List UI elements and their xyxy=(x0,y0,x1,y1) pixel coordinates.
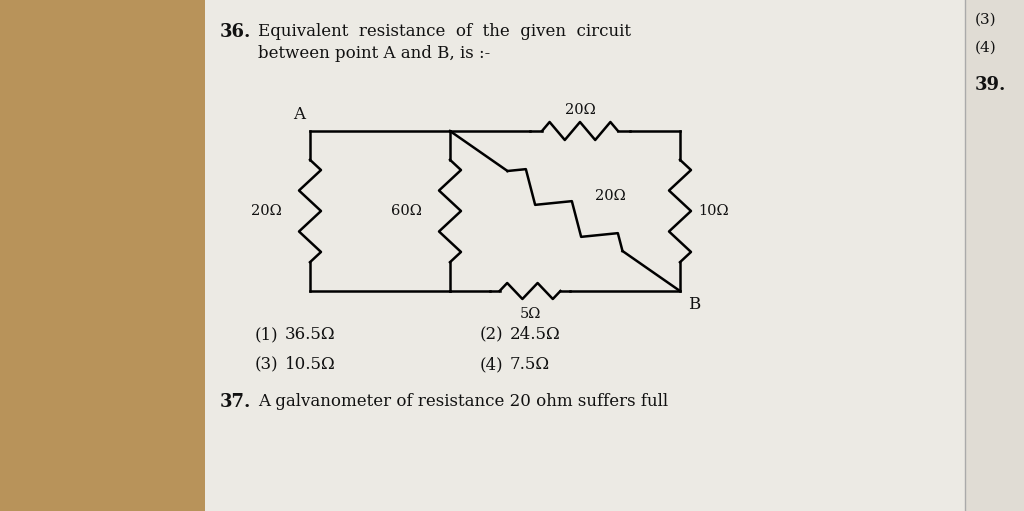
Text: 20Ω: 20Ω xyxy=(564,103,595,117)
Text: 36.: 36. xyxy=(220,23,251,41)
Text: 20Ω: 20Ω xyxy=(595,189,626,203)
FancyBboxPatch shape xyxy=(965,0,1024,511)
Text: A galvanometer of resistance 20 ohm suffers full: A galvanometer of resistance 20 ohm suff… xyxy=(258,393,668,410)
Text: between point A and B, is :-: between point A and B, is :- xyxy=(258,45,490,62)
Text: (2): (2) xyxy=(480,326,504,343)
Text: 20Ω: 20Ω xyxy=(251,204,282,218)
Text: 37.: 37. xyxy=(220,393,251,411)
Text: 10Ω: 10Ω xyxy=(698,204,729,218)
Text: (1): (1) xyxy=(255,326,279,343)
Text: (3): (3) xyxy=(975,13,996,27)
Text: Equivalent  resistance  of  the  given  circuit: Equivalent resistance of the given circu… xyxy=(258,23,631,40)
Text: 10.5Ω: 10.5Ω xyxy=(285,356,336,373)
Text: 7.5Ω: 7.5Ω xyxy=(510,356,550,373)
Text: 39.: 39. xyxy=(975,76,1007,94)
Text: 24.5Ω: 24.5Ω xyxy=(510,326,561,343)
Text: A: A xyxy=(293,106,305,123)
Text: (4): (4) xyxy=(975,41,996,55)
Text: B: B xyxy=(688,296,700,313)
FancyBboxPatch shape xyxy=(0,0,205,511)
Text: (3): (3) xyxy=(255,356,279,373)
Text: 36.5Ω: 36.5Ω xyxy=(285,326,336,343)
Text: (4): (4) xyxy=(480,356,504,373)
Text: 60Ω: 60Ω xyxy=(391,204,422,218)
FancyBboxPatch shape xyxy=(205,0,965,511)
Text: 5Ω: 5Ω xyxy=(519,307,541,321)
